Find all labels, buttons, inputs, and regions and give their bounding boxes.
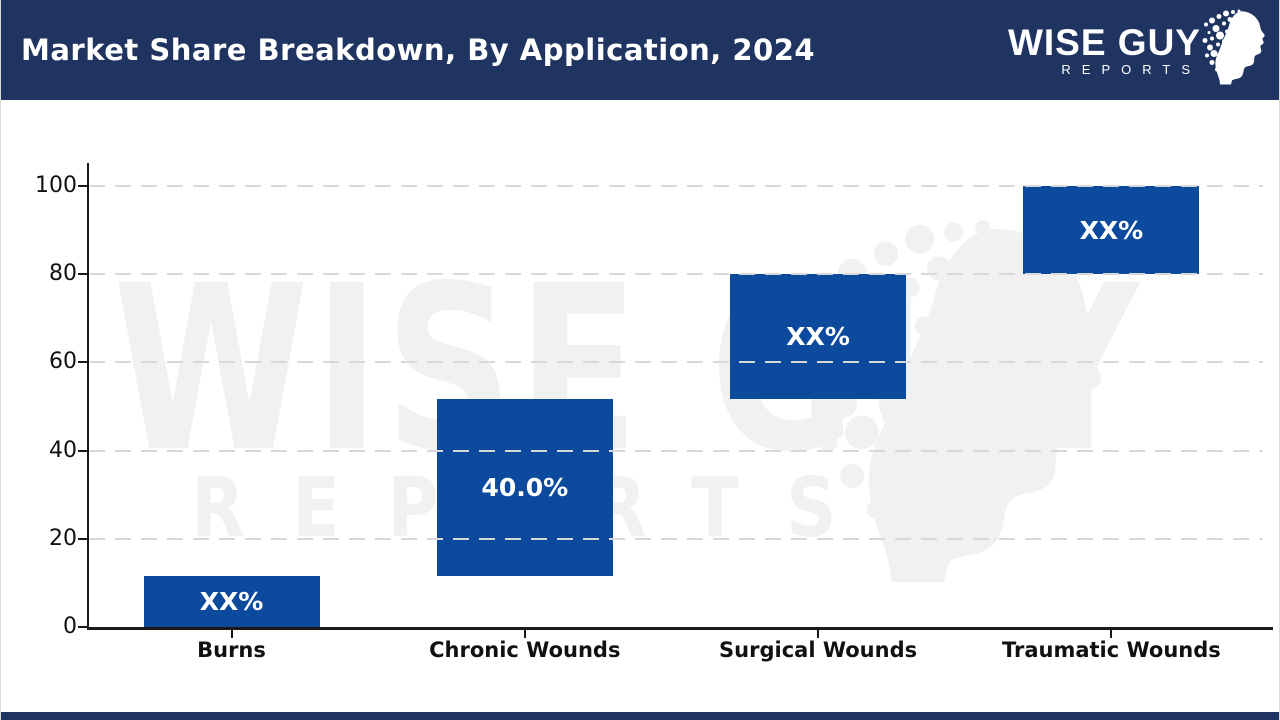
y-axis-spine bbox=[87, 163, 89, 630]
x-axis-category-label: Chronic Wounds bbox=[429, 638, 621, 662]
bar-value-label: XX% bbox=[786, 322, 850, 352]
y-axis-tickmark bbox=[78, 185, 87, 187]
y-axis-tickmark bbox=[78, 449, 87, 452]
y-axis-tick-label: 20 bbox=[49, 525, 77, 551]
y-axis-tick-label: 100 bbox=[35, 173, 77, 198]
gridline-y40 bbox=[89, 449, 1263, 452]
y-axis-tick-label: 80 bbox=[49, 261, 77, 287]
x-axis-category-label: Surgical Wounds bbox=[719, 638, 918, 662]
logo-subtext: REPORTS bbox=[1061, 62, 1201, 77]
x-axis-tickmark bbox=[817, 629, 820, 638]
gridline-y100 bbox=[89, 185, 1263, 187]
logo-wordmark: WISE GUY bbox=[1007, 22, 1201, 63]
bar-traumatic-wounds: XX% bbox=[1023, 186, 1200, 275]
y-axis-tick-label: 40 bbox=[49, 437, 77, 463]
page-title: Market Share Breakdown, By Application, … bbox=[21, 33, 816, 67]
footer-bar bbox=[1, 712, 1279, 720]
y-axis-tickmark bbox=[78, 361, 87, 364]
bar-chronic-wounds: 40.0% bbox=[436, 399, 613, 576]
y-axis-tickmark bbox=[78, 626, 87, 628]
y-axis-tickmark bbox=[78, 537, 87, 540]
bar-value-label: XX% bbox=[199, 586, 264, 616]
bar-burns: XX% bbox=[143, 575, 320, 627]
x-axis-tickmark bbox=[1110, 629, 1113, 638]
x-axis-spine bbox=[87, 627, 1273, 630]
brand-logo: WISE GUY REPORTS bbox=[953, 0, 1273, 100]
y-axis-tickmark bbox=[78, 273, 87, 276]
y-axis-tick-label: 60 bbox=[49, 349, 77, 375]
y-axis-tick-label: 0 bbox=[63, 614, 77, 639]
x-axis-category-label: Burns bbox=[197, 638, 266, 662]
gridline-y80 bbox=[89, 273, 1263, 276]
gridline-y20 bbox=[89, 537, 1263, 540]
gridline-y60 bbox=[89, 361, 1263, 364]
x-axis-tickmark bbox=[523, 629, 526, 638]
bar-value-label: 40.0% bbox=[481, 473, 569, 503]
x-axis-category-label: Traumatic Wounds bbox=[1001, 638, 1221, 662]
bar-value-label: XX% bbox=[1079, 215, 1144, 245]
wiseguy-head-icon bbox=[1201, 9, 1271, 85]
bar-surgical-wounds: XX% bbox=[730, 274, 907, 400]
header: Market Share Breakdown, By Application, … bbox=[1, 0, 1279, 100]
x-axis-tickmark bbox=[230, 629, 233, 638]
